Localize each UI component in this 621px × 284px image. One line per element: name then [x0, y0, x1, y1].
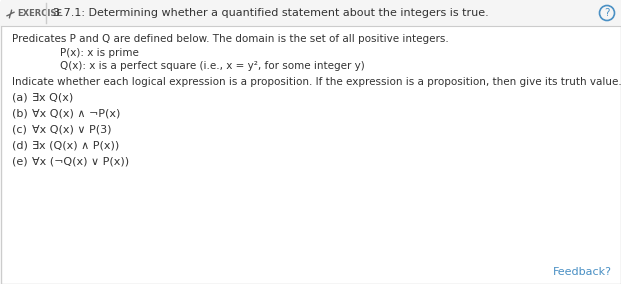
Text: 3.7.1: Determining whether a quantified statement about the integers is true.: 3.7.1: Determining whether a quantified … [53, 8, 489, 18]
Text: (c): (c) [12, 125, 27, 135]
Text: (b): (b) [12, 109, 28, 119]
Text: Predicates P and Q are defined below. The domain is the set of all positive inte: Predicates P and Q are defined below. Th… [12, 34, 449, 44]
Text: (a): (a) [12, 93, 27, 103]
Text: Feedback?: Feedback? [553, 267, 612, 277]
Text: ∀x Q(x) ∨ P(3): ∀x Q(x) ∨ P(3) [32, 125, 112, 135]
Text: EXERCISE: EXERCISE [17, 9, 62, 18]
Text: ∀x (¬Q(x) ∨ P(x)): ∀x (¬Q(x) ∨ P(x)) [32, 157, 129, 167]
Text: ∃x Q(x): ∃x Q(x) [32, 93, 73, 103]
Bar [1, 0, 620, 26]
Text: ?: ? [604, 8, 610, 18]
Text: P(x): x is prime: P(x): x is prime [60, 48, 139, 58]
Text: ∀x Q(x) ∧ ¬P(x): ∀x Q(x) ∧ ¬P(x) [32, 109, 120, 119]
Text: (e): (e) [12, 157, 27, 167]
Text: ∃x (Q(x) ∧ P(x)): ∃x (Q(x) ∧ P(x)) [32, 141, 119, 151]
Text: Q(x): x is a perfect square (i.e., x = y², for some integer y): Q(x): x is a perfect square (i.e., x = y… [60, 61, 365, 71]
Text: (d): (d) [12, 141, 28, 151]
Text: Indicate whether each logical expression is a proposition. If the expression is : Indicate whether each logical expression… [12, 77, 621, 87]
